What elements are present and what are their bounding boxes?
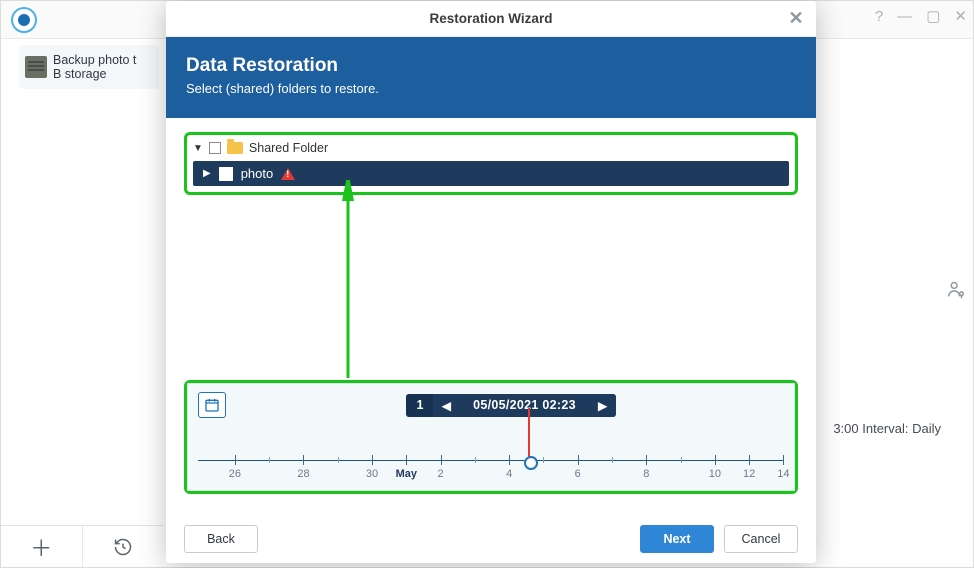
detail-permissions-icon[interactable] <box>817 271 967 309</box>
timeline-tick <box>235 455 236 465</box>
timeline-tick-label: 8 <box>643 468 649 480</box>
timeline-tick <box>681 457 682 463</box>
folder-selection-highlight: ▼ Shared Folder ▶ photo <box>184 132 798 195</box>
app-window: ? — ▢ ✕ Backup photo t B storage 3:00 In… <box>0 0 974 568</box>
next-button[interactable]: Next <box>640 525 714 553</box>
timeline-tick-label: 14 <box>777 468 789 480</box>
tree-root[interactable]: ▼ Shared Folder <box>193 139 789 157</box>
timeline-tick <box>509 455 510 465</box>
task-name: Backup photo t <box>53 53 136 67</box>
caret-right-icon[interactable]: ▶ <box>203 168 211 179</box>
timeline-tick <box>749 455 750 465</box>
cancel-button[interactable]: Cancel <box>724 525 798 553</box>
calendar-button[interactable] <box>198 392 226 418</box>
modal-banner: Data Restoration Select (shared) folders… <box>166 37 816 118</box>
timeline-tick-label: May <box>396 468 417 480</box>
task-icon <box>25 56 47 78</box>
version-datetime: 05/05/2021 02:23 <box>459 394 590 417</box>
version-count: 1 <box>406 394 433 417</box>
timeline-tick <box>543 457 544 463</box>
timeline-baseline <box>198 460 784 461</box>
timeline-tick <box>406 455 407 465</box>
timeline-tick <box>441 455 442 465</box>
timeline-tick-label: 10 <box>709 468 721 480</box>
timeline-tick <box>372 455 373 465</box>
prev-version-button[interactable]: ◀ <box>433 394 459 417</box>
annotation-arrow-icon <box>336 180 376 380</box>
minimize-icon[interactable]: — <box>897 8 912 25</box>
timeline-tick <box>715 455 716 465</box>
timeline-axis[interactable]: 262830May2468101214 <box>198 436 784 484</box>
timeline-tick-label: 2 <box>438 468 444 480</box>
timeline-panel: 1 ◀ 05/05/2021 02:23 ▶ 26 28 30 May 2 4 6 8 10 12… <box>187 383 795 491</box>
timeline-tick <box>338 457 339 463</box>
date-navigator: 1 ◀ 05/05/2021 02:23 ▶ <box>406 394 615 417</box>
restoration-wizard-modal: Restoration Wizard ✕ Data Restoration Se… <box>166 1 816 563</box>
bottom-toolbar: ＋ <box>1 525 163 567</box>
app-logo-icon <box>11 7 37 33</box>
sidebar-task-item[interactable]: Backup photo t B storage <box>19 45 159 89</box>
root-checkbox[interactable] <box>209 142 221 154</box>
timeline-tick-label: 4 <box>506 468 512 480</box>
modal-close-icon[interactable]: ✕ <box>786 9 806 29</box>
caret-down-icon[interactable]: ▼ <box>193 143 203 154</box>
add-button[interactable]: ＋ <box>1 526 83 567</box>
timeline-tick <box>612 457 613 463</box>
timeline-tick-label: 12 <box>743 468 755 480</box>
root-label: Shared Folder <box>249 141 328 155</box>
item-label: photo <box>241 166 274 181</box>
timeline-tick-label: 6 <box>575 468 581 480</box>
help-icon[interactable]: ? <box>875 8 883 25</box>
folder-icon <box>227 142 243 154</box>
modal-title-text: Restoration Wizard <box>430 11 553 26</box>
timeline-tick <box>783 455 784 465</box>
window-controls: ? — ▢ ✕ <box>875 7 967 25</box>
timeline-tick <box>646 455 647 465</box>
timeline-tick-label: 28 <box>297 468 309 480</box>
modal-heading: Data Restoration <box>186 55 796 77</box>
timeline-tick <box>578 455 579 465</box>
maximize-icon[interactable]: ▢ <box>926 7 940 25</box>
timeline-tick-label: 30 <box>366 468 378 480</box>
modal-footer: Back Next Cancel <box>166 515 816 563</box>
item-checkbox[interactable] <box>219 167 233 181</box>
modal-body: ▼ Shared Folder ▶ photo <box>166 118 816 515</box>
modal-subheading: Select (shared) folders to restore. <box>186 81 796 96</box>
close-icon[interactable]: ✕ <box>954 7 967 25</box>
back-button[interactable]: Back <box>184 525 258 553</box>
timeline-tick <box>475 457 476 463</box>
timeline-tick <box>269 457 270 463</box>
timeline-cursor[interactable] <box>528 408 530 464</box>
task-sub: B storage <box>53 67 136 81</box>
modal-titlebar: Restoration Wizard ✕ <box>166 1 816 37</box>
warning-icon <box>281 168 295 180</box>
task-text: Backup photo t B storage <box>53 53 136 81</box>
timeline-highlight: 1 ◀ 05/05/2021 02:23 ▶ 26 28 30 May 2 4 6 8 10 12… <box>184 380 798 494</box>
timeline-tick <box>303 455 304 465</box>
tree-item-photo[interactable]: ▶ photo <box>193 161 789 186</box>
timeline-tick-label: 26 <box>229 468 241 480</box>
next-version-button[interactable]: ▶ <box>590 394 616 417</box>
history-button[interactable] <box>83 526 164 567</box>
schedule-text: 3:00 Interval: Daily <box>833 421 941 436</box>
